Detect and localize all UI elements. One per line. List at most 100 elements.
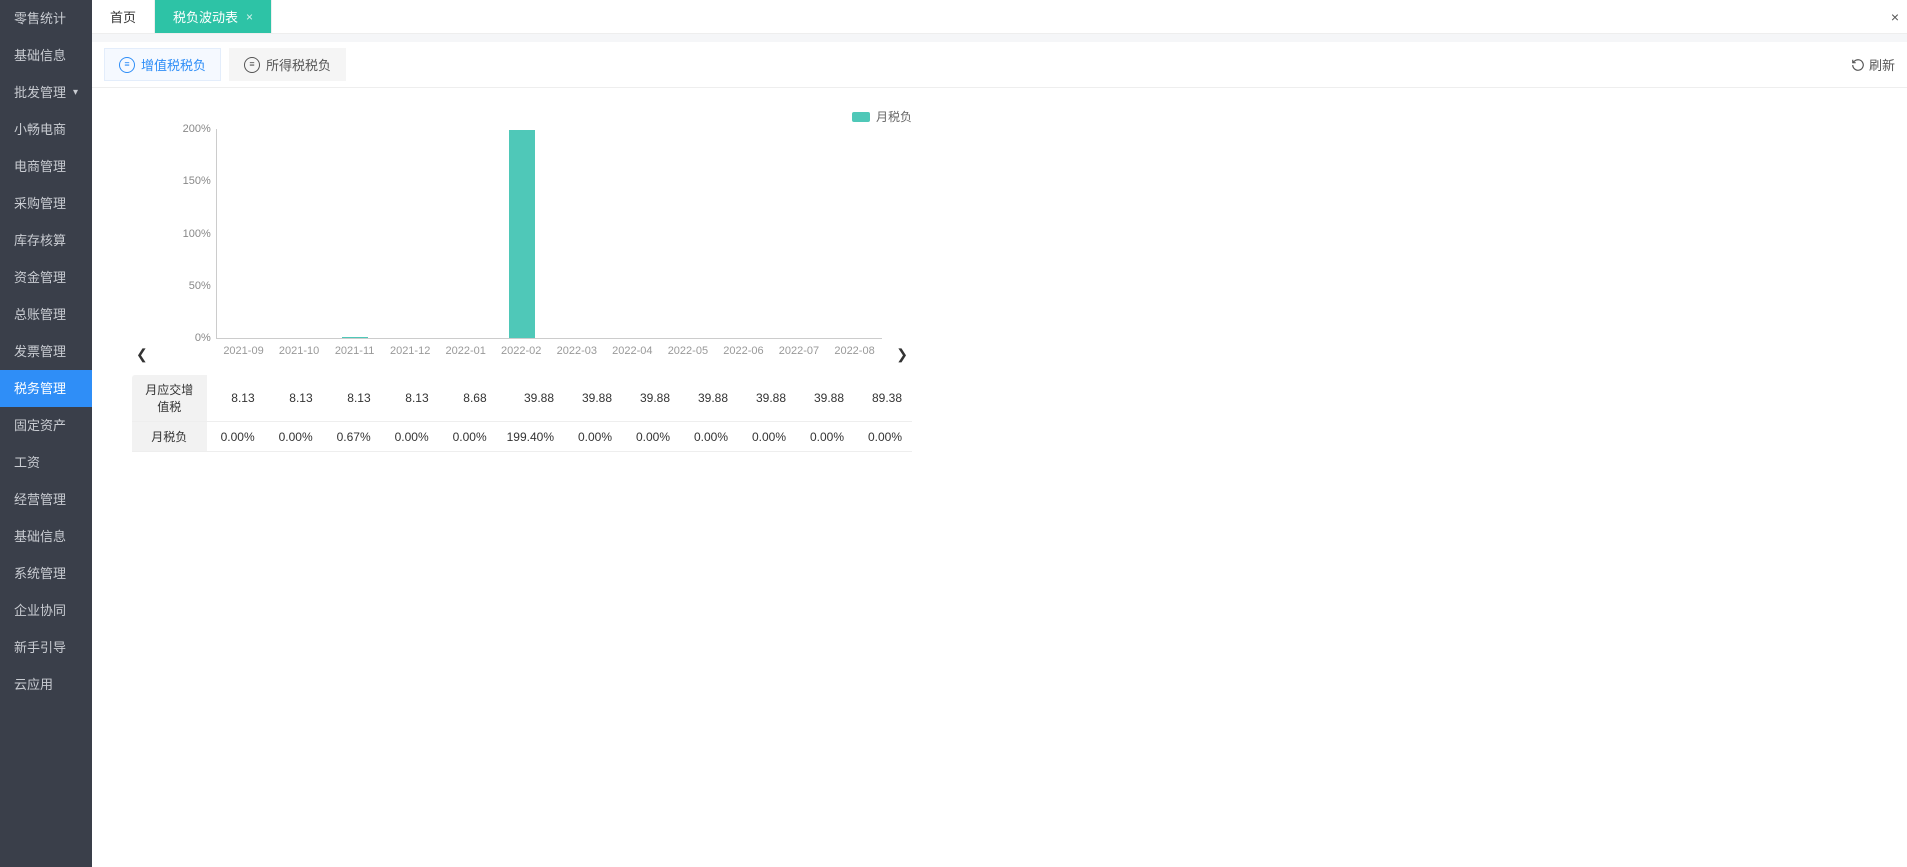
chart-legend: 月税负 xyxy=(132,108,912,125)
table-cell: 39.88 xyxy=(680,375,738,422)
table-cell: 0.00% xyxy=(680,422,738,452)
sidebar-item-3[interactable]: 小畅电商 xyxy=(0,111,92,148)
sidebar-item-2[interactable]: 批发管理▾ xyxy=(0,74,92,111)
income-tax-icon: ≡ xyxy=(244,57,260,73)
sidebar-item-11[interactable]: 固定资产 xyxy=(0,407,92,444)
sidebar-item-label: 基础信息 xyxy=(14,530,66,543)
table-cell: 89.38 xyxy=(854,375,912,422)
table-cell: 0.00% xyxy=(439,422,497,452)
table-cell: 8.13 xyxy=(323,375,381,422)
subtabs-row: ≡ 增值税税负 ≡ 所得税税负 刷新 xyxy=(92,42,1907,88)
sidebar-item-label: 新手引导 xyxy=(14,641,66,654)
bar-slot xyxy=(716,129,771,338)
subtab-vat[interactable]: ≡ 增值税税负 xyxy=(104,48,221,81)
sidebar-item-8[interactable]: 总账管理 xyxy=(0,296,92,333)
sidebar-item-label: 经营管理 xyxy=(14,493,66,506)
bar xyxy=(342,337,368,338)
sidebar-item-label: 库存核算 xyxy=(14,234,66,247)
sidebar-item-label: 电商管理 xyxy=(14,160,66,173)
sidebar-item-label: 系统管理 xyxy=(14,567,66,580)
sidebar-item-18[interactable]: 云应用 xyxy=(0,666,92,703)
sidebar-item-4[interactable]: 电商管理 xyxy=(0,148,92,185)
sidebar-item-9[interactable]: 发票管理 xyxy=(0,333,92,370)
sidebar-item-label: 采购管理 xyxy=(14,197,66,210)
chart-box: 月税负 ❮ 0%50%100%150%200% 2021-092021-1020… xyxy=(132,108,912,452)
legend-label: 月税负 xyxy=(876,108,912,125)
table-cell: 0.00% xyxy=(265,422,323,452)
bar-slot xyxy=(660,129,715,338)
x-axis-label: 2022-05 xyxy=(660,339,716,357)
sidebar-item-0[interactable]: 零售统计 xyxy=(0,0,92,37)
sidebar-item-10[interactable]: 税务管理 xyxy=(0,370,92,407)
refresh-label: 刷新 xyxy=(1869,55,1895,74)
sidebar-item-6[interactable]: 库存核算 xyxy=(0,222,92,259)
table-cell: 0.00% xyxy=(564,422,622,452)
x-axis-label: 2022-06 xyxy=(716,339,772,357)
sidebar-item-17[interactable]: 新手引导 xyxy=(0,629,92,666)
table-cell: 0.00% xyxy=(622,422,680,452)
table-cell: 39.88 xyxy=(738,375,796,422)
table-row: 月税负0.00%0.00%0.67%0.00%0.00%199.40%0.00%… xyxy=(132,422,912,452)
x-axis-label: 2022-04 xyxy=(605,339,661,357)
sidebar-item-label: 工资 xyxy=(14,456,40,469)
refresh-icon xyxy=(1851,58,1865,72)
tab-tax-report-label: 税负波动表 xyxy=(173,7,238,26)
bar-slot xyxy=(217,129,272,338)
bar-slot xyxy=(383,129,438,338)
sidebar-item-label: 资金管理 xyxy=(14,271,66,284)
sidebar-item-15[interactable]: 系统管理 xyxy=(0,555,92,592)
bar xyxy=(509,130,535,338)
x-axis-label: 2022-03 xyxy=(549,339,605,357)
sidebar-item-label: 固定资产 xyxy=(14,419,66,432)
sidebar-item-1[interactable]: 基础信息 xyxy=(0,37,92,74)
chart-bars xyxy=(217,129,883,338)
x-axis-label: 2021-12 xyxy=(382,339,438,357)
table-cell: 0.00% xyxy=(854,422,912,452)
sidebar-item-label: 零售统计 xyxy=(14,12,66,25)
bar-slot xyxy=(550,129,605,338)
table-cell: 8.13 xyxy=(207,375,265,422)
table-cell: 8.13 xyxy=(381,375,439,422)
tab-home[interactable]: 首页 xyxy=(92,0,155,33)
refresh-button[interactable]: 刷新 xyxy=(1851,55,1895,74)
close-all-icon[interactable]: × xyxy=(1891,9,1899,25)
x-axis-label: 2022-01 xyxy=(438,339,494,357)
tab-tax-report[interactable]: 税负波动表 × xyxy=(155,0,272,33)
sidebar-item-16[interactable]: 企业协同 xyxy=(0,592,92,629)
close-icon[interactable]: × xyxy=(246,10,253,24)
sidebar-item-label: 总账管理 xyxy=(14,308,66,321)
table-row-head: 月税负 xyxy=(132,422,207,452)
subtab-income-tax[interactable]: ≡ 所得税税负 xyxy=(229,48,346,81)
sidebar-item-12[interactable]: 工资 xyxy=(0,444,92,481)
sidebar-item-label: 云应用 xyxy=(14,678,53,691)
sidebar-item-label: 企业协同 xyxy=(14,604,66,617)
table-cell: 0.67% xyxy=(323,422,381,452)
table-cell: 8.13 xyxy=(265,375,323,422)
x-axis-label: 2022-02 xyxy=(493,339,549,357)
x-axis-label: 2022-08 xyxy=(827,339,883,357)
table-cell: 39.88 xyxy=(796,375,854,422)
sidebar-item-label: 发票管理 xyxy=(14,345,66,358)
chart-prev-arrow[interactable]: ❮ xyxy=(132,346,152,363)
bar-slot xyxy=(605,129,660,338)
content-area: ≡ 增值税税负 ≡ 所得税税负 刷新 月 xyxy=(92,34,1907,867)
sidebar-item-5[interactable]: 采购管理 xyxy=(0,185,92,222)
chart-next-arrow[interactable]: ❯ xyxy=(892,346,912,363)
table-cell: 0.00% xyxy=(381,422,439,452)
sidebar-item-14[interactable]: 基础信息 xyxy=(0,518,92,555)
chart-x-labels: 2021-092021-102021-112021-122022-012022-… xyxy=(216,339,883,357)
bar-slot xyxy=(771,129,826,338)
chart-area: 0%50%100%150%200% xyxy=(216,129,883,339)
x-axis-label: 2021-10 xyxy=(271,339,327,357)
y-axis-label: 50% xyxy=(167,280,211,292)
table-row: 月应交增值税8.138.138.138.138.6839.8839.8839.8… xyxy=(132,375,912,422)
sidebar-item-13[interactable]: 经营管理 xyxy=(0,481,92,518)
chart-card: 月税负 ❮ 0%50%100%150%200% 2021-092021-1020… xyxy=(92,88,1907,867)
tabs-bar: 首页 税负波动表 × × xyxy=(92,0,1907,34)
y-axis-label: 0% xyxy=(167,332,211,344)
sidebar-item-label: 税务管理 xyxy=(14,382,66,395)
table-cell: 39.88 xyxy=(497,375,564,422)
data-table: 月应交增值税8.138.138.138.138.6839.8839.8839.8… xyxy=(132,375,912,452)
sidebar-item-label: 基础信息 xyxy=(14,49,66,62)
sidebar-item-7[interactable]: 资金管理 xyxy=(0,259,92,296)
